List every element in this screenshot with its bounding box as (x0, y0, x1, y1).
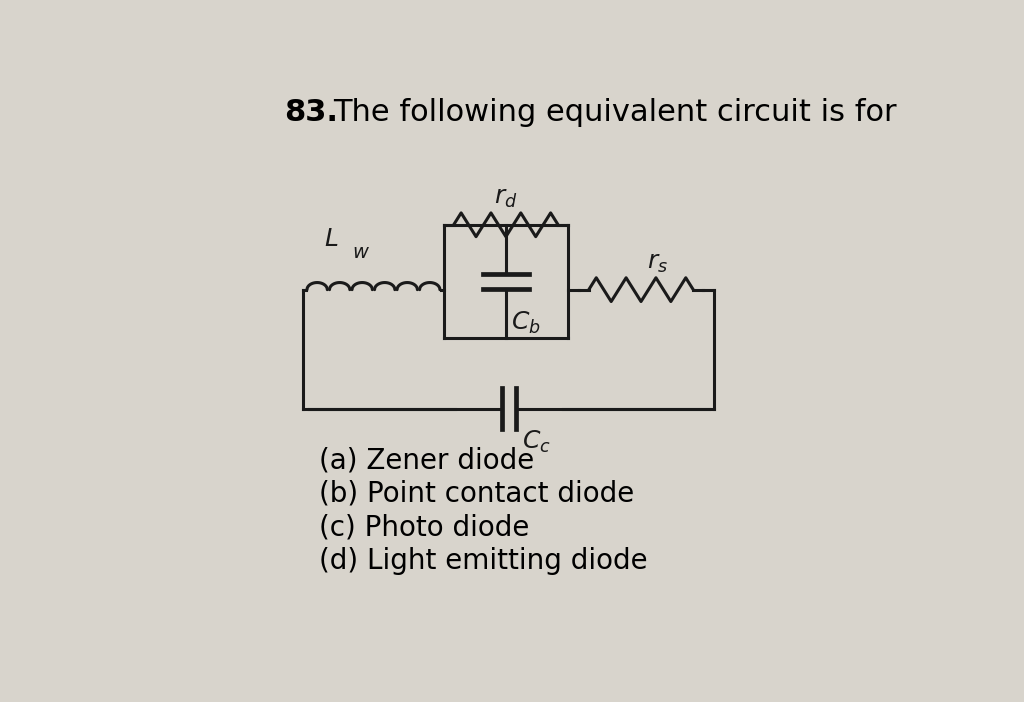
Text: $C_c$: $C_c$ (522, 429, 551, 456)
Text: $r_d$: $r_d$ (495, 187, 517, 210)
Text: (d) Light emitting diode: (d) Light emitting diode (319, 547, 648, 575)
Text: 83.: 83. (285, 98, 338, 127)
Text: (a) Zener diode: (a) Zener diode (319, 446, 535, 475)
Text: $L$: $L$ (324, 227, 338, 251)
Text: $w$: $w$ (352, 244, 370, 262)
Text: (c) Photo diode: (c) Photo diode (319, 513, 529, 541)
Text: $C_b$: $C_b$ (511, 310, 541, 336)
Text: The following equivalent circuit is for: The following equivalent circuit is for (333, 98, 897, 127)
Text: (b) Point contact diode: (b) Point contact diode (319, 480, 635, 508)
Text: $r_s$: $r_s$ (647, 251, 668, 274)
